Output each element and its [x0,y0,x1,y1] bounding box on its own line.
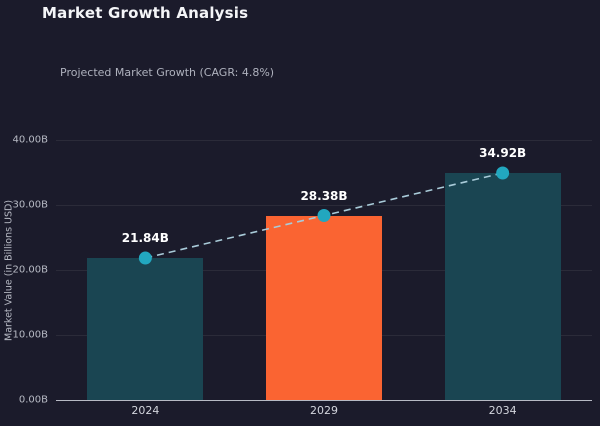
value-label: 28.38B [300,188,348,203]
bar-2024 [87,258,204,400]
data-point-marker [317,209,331,223]
x-tick-label: 2034 [488,404,517,417]
value-label: 21.84B [121,231,169,246]
y-tick-label: 20.00B [12,264,49,276]
y-tick-label: 10.00B [12,329,49,341]
bar-2034 [444,173,561,400]
x-tick-label: 2024 [131,404,160,417]
grid-line [56,205,592,206]
chart-subtitle: Projected Market Growth (CAGR: 4.8%) [60,66,275,79]
grid-line [56,140,592,141]
bar-2029 [266,215,382,400]
x-tick-label: 2029 [310,404,338,417]
y-tick-label: 0.00B [18,394,48,406]
y-tick-label: 30.00B [12,199,49,211]
trend-line-layer [138,166,510,265]
value-label: 34.92B [479,146,527,161]
data-point-marker [138,251,152,265]
data-point-marker [496,166,510,180]
y-tick-label: 40.00B [12,134,49,146]
plot-area: 0.00B 10.00B 20.00B 30.00B 40.00B 21.84B 28.38… [13,135,592,417]
page-title: Market Growth Analysis [42,4,249,22]
